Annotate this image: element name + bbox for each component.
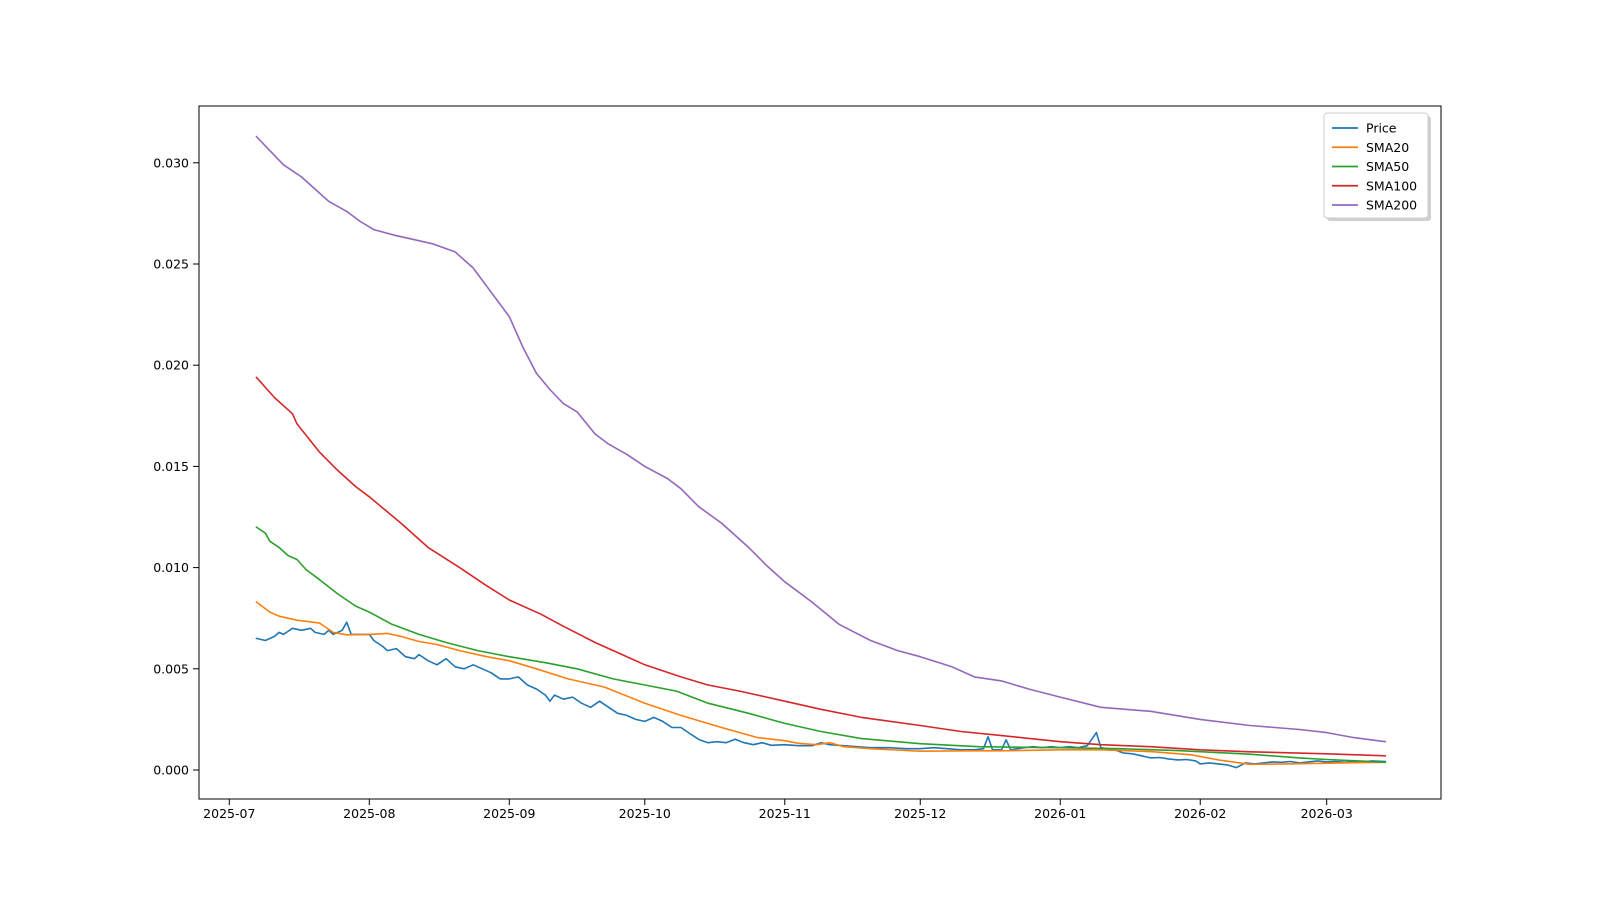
series-line-price	[255, 621, 1387, 769]
series-line-sma200	[255, 135, 1387, 743]
plot-frame	[198, 105, 1442, 800]
legend-label: SMA20	[1366, 140, 1409, 155]
x-tick-label: 2026-01	[1034, 806, 1086, 821]
x-tick-label: 2025-11	[759, 806, 811, 821]
y-tick-label: 0.030	[153, 155, 189, 170]
legend: Price SMA20 SMA50 SMA100 SMA200	[1323, 112, 1431, 221]
legend-label: SMA100	[1366, 178, 1417, 193]
x-tick-label: 2025-07	[203, 806, 255, 821]
x-tick-label: 2025-10	[619, 806, 671, 821]
x-tick-label: 2025-12	[894, 806, 946, 821]
legend-label: SMA50	[1366, 159, 1409, 174]
y-tick-label: 0.005	[153, 661, 189, 676]
series-line-sma50	[255, 526, 1387, 764]
legend-item-sma20: SMA20	[1332, 140, 1409, 155]
legend-item-price: Price	[1332, 121, 1397, 136]
x-tick-label: 2025-08	[343, 806, 395, 821]
x-tick-label: 2025-09	[483, 806, 535, 821]
legend-label: SMA200	[1366, 198, 1417, 213]
legend-label: Price	[1366, 121, 1397, 136]
x-tick-label: 2026-02	[1174, 806, 1226, 821]
y-tick-label: 0.015	[153, 459, 189, 474]
legend-item-sma50: SMA50	[1332, 159, 1409, 174]
y-tick-label: 0.020	[153, 358, 189, 373]
y-tick-label: 0.000	[153, 763, 189, 778]
y-tick-label: 0.010	[153, 560, 189, 575]
series-line-sma20	[255, 601, 1387, 766]
y-tick-label: 0.025	[153, 257, 189, 272]
x-tick-label: 2026-03	[1301, 806, 1353, 821]
legend-item-sma200: SMA200	[1332, 198, 1417, 213]
series-line-sma100	[255, 376, 1387, 757]
legend-item-sma100: SMA100	[1332, 178, 1417, 193]
legend-box	[1323, 112, 1429, 219]
